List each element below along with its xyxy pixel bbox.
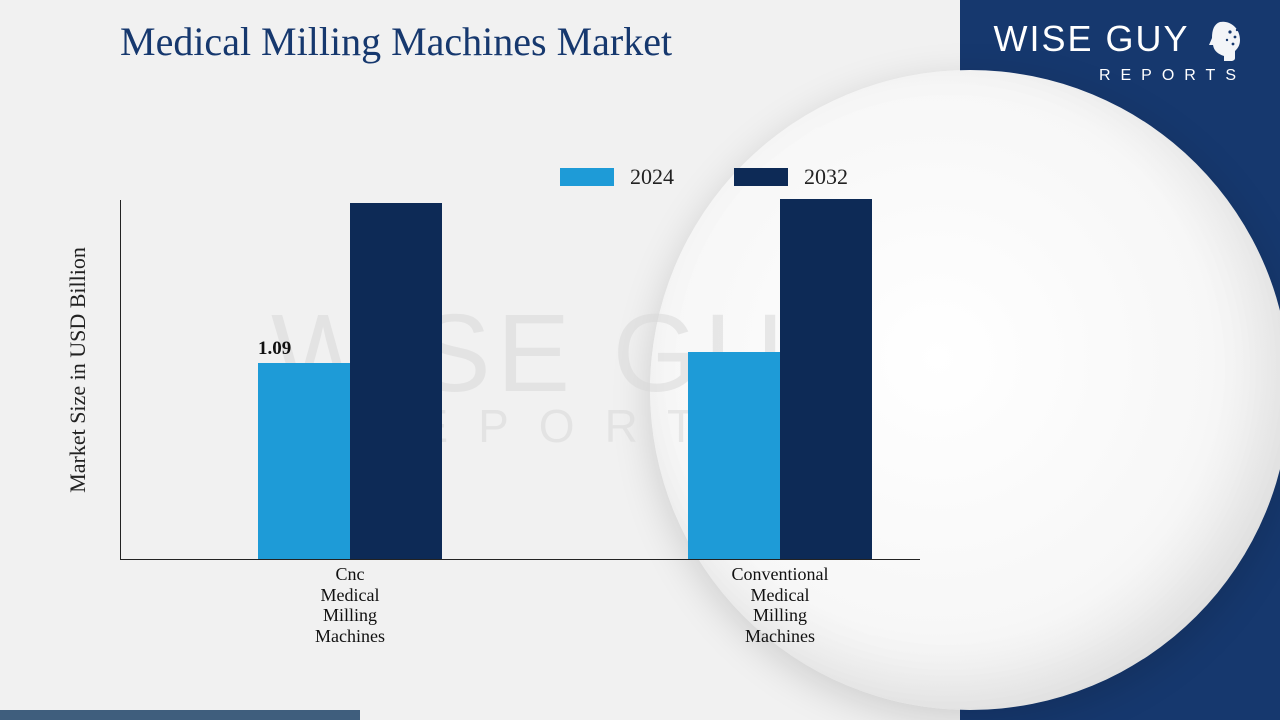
bar: [350, 203, 442, 559]
bar: [780, 199, 872, 559]
bottom-accent-bar: [0, 710, 360, 720]
head-icon: [1200, 18, 1246, 69]
x-axis-line: [120, 559, 920, 560]
legend-label-2024: 2024: [630, 164, 674, 190]
legend-swatch-2024: [560, 168, 614, 186]
legend-label-2032: 2032: [804, 164, 848, 190]
y-axis-line: [120, 200, 121, 560]
legend-swatch-2032: [734, 168, 788, 186]
brand-line2: REPORTS: [994, 67, 1246, 85]
brand-line1: WISE GUY: [994, 18, 1190, 60]
canvas: WISE GUY REPORTS Medical Milling Machine…: [0, 0, 1280, 720]
y-axis-label: Market Size in USD Billion: [65, 247, 91, 493]
bar: [688, 352, 780, 559]
page-title: Medical Milling Machines Market: [120, 18, 672, 65]
legend-item-2032: 2032: [734, 164, 848, 190]
legend-item-2024: 2024: [560, 164, 674, 190]
plot-area: WISE GUY REPORTS 1.09CncMedicalMillingMa…: [120, 200, 920, 560]
data-label: 1.09: [258, 338, 291, 360]
category-label: ConventionalMedicalMillingMachines: [690, 564, 870, 647]
legend: 2024 2032: [560, 164, 848, 190]
category-label: CncMedicalMillingMachines: [260, 564, 440, 647]
bar: [258, 363, 350, 559]
brand-logo: WISE GUY REPORTS: [994, 18, 1246, 85]
